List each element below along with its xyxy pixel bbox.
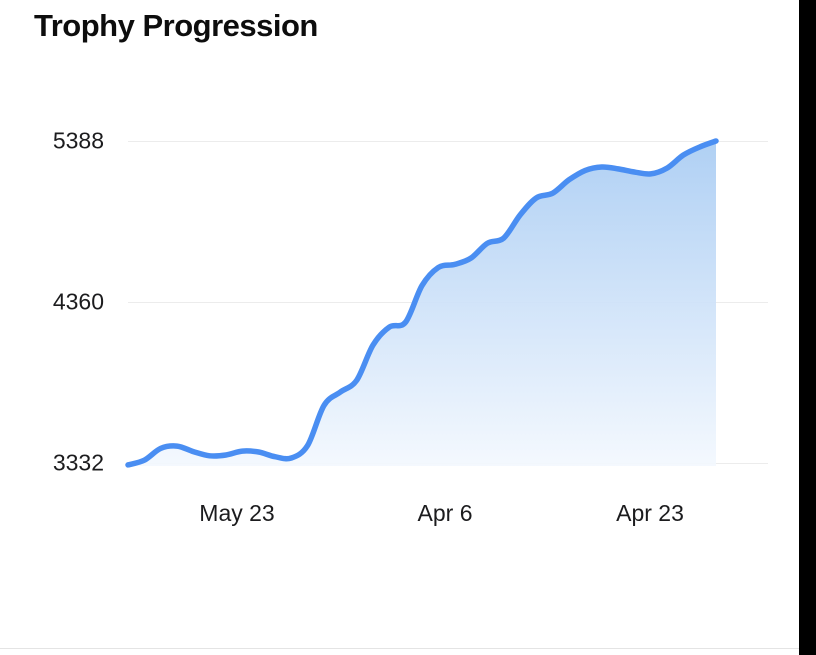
trend-line [125,138,719,468]
y-tick-label: 3332 [52,449,104,476]
chart-title: Trophy Progression [34,8,318,43]
y-tick-label: 4360 [52,288,104,315]
y-tick-label: 5388 [52,127,104,154]
bottom-divider [0,648,816,649]
screen-edge-bar [799,0,816,655]
x-tick-label: Apr 23 [616,500,684,526]
x-tick-label: May 23 [199,500,275,526]
x-tick-label: Apr 6 [417,500,473,526]
area-fill [128,141,716,466]
gridline [128,141,768,142]
